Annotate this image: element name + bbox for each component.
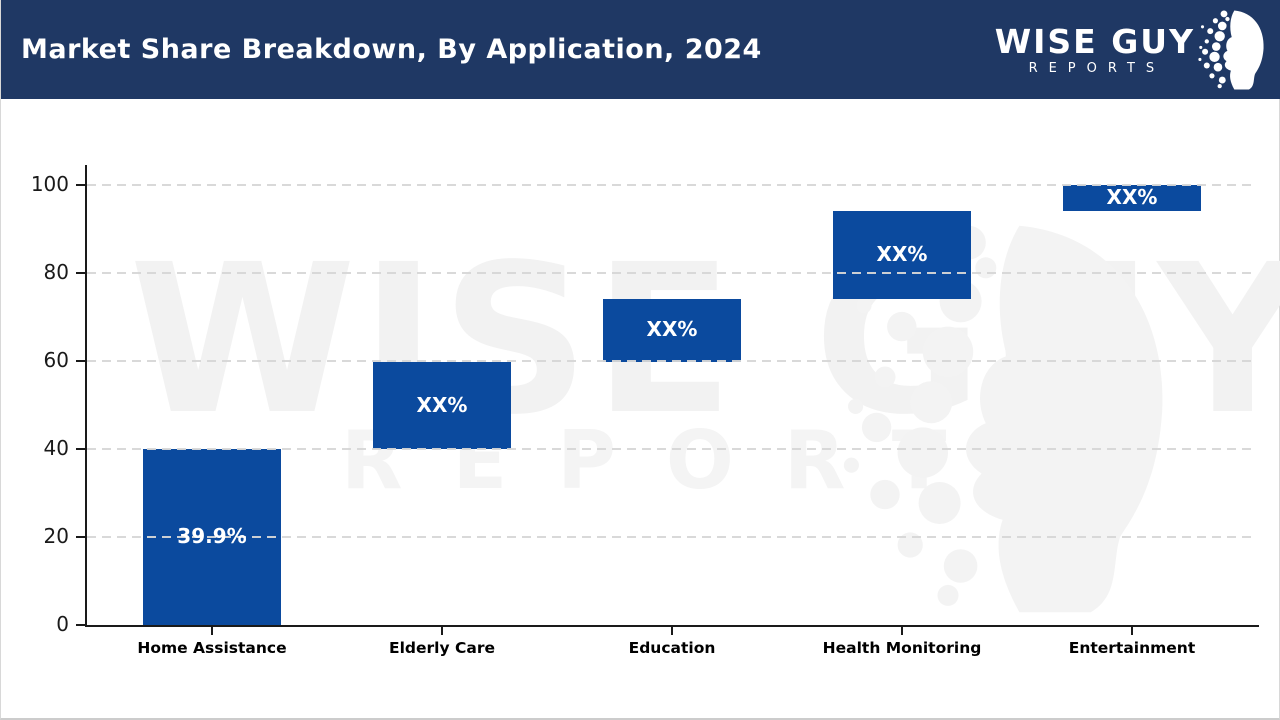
x-tick-entertainment — [1131, 627, 1133, 635]
x-axis-label-home-assistance: Home Assistance — [137, 639, 287, 657]
gridline-100 — [87, 184, 1257, 186]
gridline-60 — [87, 360, 1257, 362]
x-tick-education — [671, 627, 673, 635]
gridline-40 — [87, 448, 1257, 450]
gridline-20 — [87, 536, 1257, 538]
logo-subtitle: REPORTS — [1028, 60, 1166, 76]
x-tick-home-assistance — [211, 627, 213, 635]
bar-health-monitoring — [833, 210, 971, 299]
gridline-80 — [87, 272, 1257, 274]
bar-value-label-education: XX% — [646, 317, 698, 342]
bar-education — [603, 298, 741, 362]
logo-wordmark: WISE GUY — [994, 21, 1195, 61]
y-tick-label-20: 20 — [43, 524, 69, 548]
bar-value-label-home-assistance: 39.9% — [177, 524, 247, 549]
bar-value-label-elderly-care: XX% — [416, 392, 468, 417]
y-tick-20 — [76, 536, 85, 538]
x-axis-label-elderly-care: Elderly Care — [389, 639, 495, 657]
logo-text: WISE GUY REPORTS — [995, 25, 1195, 76]
x-tick-elderly-care — [441, 627, 443, 635]
y-tick-label-60: 60 — [43, 348, 69, 372]
y-tick-label-80: 80 — [43, 260, 69, 284]
y-tick-0 — [76, 624, 85, 626]
watermark-head-profile-icon — [843, 225, 1163, 613]
bar-value-label-entertainment: XX% — [1106, 184, 1158, 209]
y-tick-80 — [76, 272, 85, 274]
header-bar: Market Share Breakdown, By Application, … — [1, 0, 1280, 99]
y-tick-label-0: 0 — [56, 612, 69, 636]
y-tick-40 — [76, 448, 85, 450]
wise-guy-reports-logo: WISE GUY REPORTS — [995, 6, 1267, 94]
y-tick-100 — [76, 184, 85, 186]
x-axis-label-education: Education — [628, 639, 716, 657]
bar-value-label-health-monitoring: XX% — [876, 241, 928, 266]
y-tick-60 — [76, 360, 85, 362]
chart-title: Market Share Breakdown, By Application, … — [21, 34, 762, 65]
x-axis-spine — [85, 625, 1259, 627]
x-axis-label-entertainment: Entertainment — [1068, 639, 1196, 657]
logo-head-profile-icon — [1198, 10, 1264, 90]
bar-entertainment — [1063, 185, 1201, 211]
bar-elderly-care — [373, 361, 511, 450]
y-tick-label-40: 40 — [43, 436, 69, 460]
y-tick-label-100: 100 — [30, 172, 69, 196]
x-tick-health-monitoring — [901, 627, 903, 635]
x-axis-label-health-monitoring: Health Monitoring — [822, 639, 982, 657]
y-axis-spine — [85, 165, 87, 627]
